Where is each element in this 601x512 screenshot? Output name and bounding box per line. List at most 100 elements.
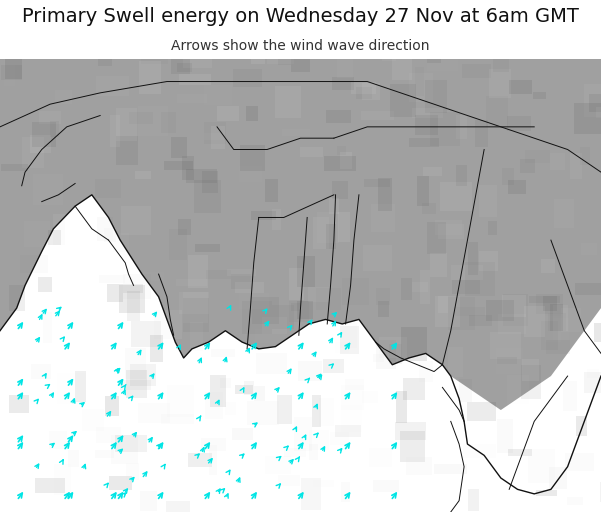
Bar <box>536 489 557 496</box>
Bar <box>548 313 566 331</box>
Bar <box>455 307 486 316</box>
Bar <box>82 409 104 431</box>
Bar <box>297 301 313 319</box>
Polygon shape <box>0 59 601 410</box>
Bar <box>236 282 264 293</box>
Bar <box>126 370 147 398</box>
Bar <box>382 35 396 60</box>
Bar <box>267 34 294 64</box>
Bar <box>206 270 231 280</box>
Bar <box>430 112 460 145</box>
Bar <box>96 76 129 96</box>
Text: Primary Swell energy on Wednesday 27 Nov at 6am GMT: Primary Swell energy on Wednesday 27 Nov… <box>22 7 579 26</box>
Bar <box>508 449 532 456</box>
Bar <box>94 179 121 198</box>
Bar <box>463 444 496 458</box>
Bar <box>540 321 558 350</box>
Bar <box>584 372 601 393</box>
Bar <box>528 449 555 483</box>
Bar <box>22 137 44 167</box>
Bar <box>166 35 176 59</box>
Bar <box>361 111 394 120</box>
Bar <box>489 69 511 98</box>
Bar <box>362 245 392 271</box>
Bar <box>438 295 448 313</box>
Bar <box>340 152 352 169</box>
Bar <box>240 145 264 171</box>
Bar <box>178 220 191 236</box>
Bar <box>201 438 225 451</box>
Bar <box>135 171 151 179</box>
Bar <box>326 110 351 123</box>
Bar <box>373 354 383 362</box>
Bar <box>543 296 557 311</box>
Bar <box>177 63 192 72</box>
Bar <box>278 475 300 485</box>
Bar <box>171 137 187 158</box>
Bar <box>415 67 424 96</box>
Bar <box>554 318 569 340</box>
Bar <box>350 82 376 94</box>
Bar <box>244 381 254 395</box>
Bar <box>391 84 415 117</box>
Bar <box>465 263 495 296</box>
Bar <box>278 57 291 65</box>
Bar <box>205 392 223 418</box>
Bar <box>107 284 123 302</box>
Bar <box>389 345 402 364</box>
Bar <box>377 301 389 317</box>
Bar <box>96 427 121 443</box>
Bar <box>435 296 460 327</box>
Bar <box>497 357 517 364</box>
Bar <box>546 339 570 354</box>
Bar <box>252 296 279 324</box>
Bar <box>356 87 372 99</box>
Bar <box>563 381 577 411</box>
Bar <box>177 95 207 103</box>
Bar <box>401 279 412 300</box>
Bar <box>284 448 306 457</box>
Bar <box>38 278 52 292</box>
Bar <box>272 305 294 329</box>
Bar <box>319 398 334 426</box>
Bar <box>427 222 445 254</box>
Bar <box>392 49 412 80</box>
Bar <box>420 270 430 304</box>
Bar <box>139 60 161 94</box>
Bar <box>401 327 427 361</box>
Bar <box>438 224 464 239</box>
Bar <box>38 111 61 124</box>
Bar <box>416 176 429 206</box>
Bar <box>254 386 265 401</box>
Bar <box>332 181 347 199</box>
Bar <box>116 108 137 141</box>
Bar <box>508 180 526 194</box>
Bar <box>204 122 226 144</box>
Bar <box>561 308 581 332</box>
Bar <box>109 476 132 490</box>
Bar <box>119 285 145 313</box>
Bar <box>211 125 225 149</box>
Bar <box>166 501 190 512</box>
Bar <box>335 425 361 437</box>
Bar <box>335 342 349 353</box>
Bar <box>265 179 278 202</box>
Bar <box>590 94 601 112</box>
Bar <box>489 221 497 234</box>
Bar <box>5 59 22 79</box>
Bar <box>468 242 478 275</box>
Bar <box>276 395 292 424</box>
Bar <box>189 453 212 467</box>
Bar <box>154 310 182 339</box>
Bar <box>247 401 279 425</box>
Bar <box>395 422 426 440</box>
Bar <box>364 179 390 187</box>
Bar <box>49 431 67 450</box>
Bar <box>186 169 217 183</box>
Bar <box>503 294 528 326</box>
Bar <box>97 217 113 241</box>
Bar <box>338 212 350 242</box>
Bar <box>275 87 301 118</box>
Bar <box>300 147 323 157</box>
Bar <box>110 115 120 147</box>
